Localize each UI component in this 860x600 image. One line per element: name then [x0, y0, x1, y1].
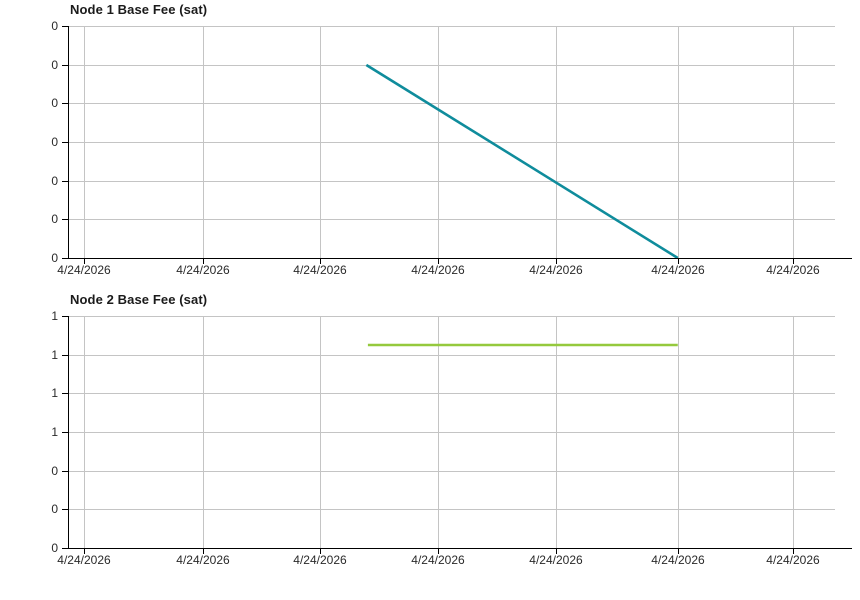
x-axis-tick	[678, 259, 679, 264]
x-axis-node-1	[68, 258, 852, 259]
y-axis-tick	[62, 142, 68, 143]
gridline-vertical	[438, 26, 439, 258]
plot-area-node-1	[68, 26, 835, 260]
y-axis-tick	[62, 258, 68, 259]
y-axis-tick	[62, 548, 68, 549]
x-axis-label: 4/24/2026	[176, 263, 230, 277]
gridline-vertical	[556, 26, 557, 258]
x-axis-label: 4/24/2026	[766, 553, 820, 567]
plot-area-node-2	[68, 316, 835, 548]
y-axis-label: 0	[51, 58, 58, 72]
y-axis-tick	[62, 471, 68, 472]
gridline-vertical	[793, 316, 794, 548]
gridline-vertical	[793, 26, 794, 258]
x-axis-label: 4/24/2026	[57, 553, 111, 567]
y-axis-tick	[62, 103, 68, 104]
x-axis-tick	[793, 259, 794, 264]
gridline-vertical	[556, 316, 557, 548]
gridline-horizontal	[68, 181, 835, 182]
gridline-horizontal	[68, 432, 835, 433]
gridline-horizontal	[68, 142, 835, 143]
y-axis-label: 0	[51, 541, 58, 555]
y-axis-label: 0	[51, 212, 58, 226]
x-axis-tick	[203, 259, 204, 264]
x-axis-tick	[556, 259, 557, 264]
gridline-horizontal	[68, 471, 835, 472]
y-axis-label: 1	[51, 425, 58, 439]
y-axis-label: 1	[51, 348, 58, 362]
page-title: Node 2 Base Fee (sat)	[70, 292, 208, 307]
y-axis-tick	[62, 393, 68, 394]
y-axis-label: 0	[51, 96, 58, 110]
y-axis-label: 1	[51, 386, 58, 400]
x-axis-label: 4/24/2026	[293, 553, 347, 567]
gridline-horizontal	[68, 26, 835, 27]
x-axis-tick	[84, 549, 85, 554]
x-axis-label: 4/24/2026	[57, 263, 111, 277]
gridline-horizontal	[68, 509, 835, 510]
y-axis-label: 0	[51, 135, 58, 149]
y-axis-tick	[62, 26, 68, 27]
y-axis-node-2	[68, 316, 69, 549]
y-axis-tick	[62, 65, 68, 66]
chart-panel-node-1: Node 1 Base Fee (sat) 0 0 0 0 0 0 0	[0, 0, 860, 290]
x-axis-label: 4/24/2026	[766, 263, 820, 277]
x-axis-node-2	[68, 548, 852, 549]
gridline-horizontal	[68, 65, 835, 66]
x-axis-label: 4/24/2026	[529, 263, 583, 277]
gridline-horizontal	[68, 393, 835, 394]
y-axis-tick	[62, 181, 68, 182]
x-axis-label: 4/24/2026	[411, 263, 465, 277]
gridline-horizontal	[68, 316, 835, 317]
y-axis-label: 1	[51, 309, 58, 323]
x-axis-label: 4/24/2026	[651, 553, 705, 567]
y-axis-label: 0	[51, 251, 58, 265]
x-axis-label: 4/24/2026	[411, 553, 465, 567]
x-axis-label: 4/24/2026	[293, 263, 347, 277]
y-axis-label: 0	[51, 464, 58, 478]
chart-panel-node-2: Node 2 Base Fee (sat) 1 1 1 1 0 0 0 4/24	[0, 290, 860, 580]
x-axis-tick	[320, 259, 321, 264]
gridline-vertical	[203, 26, 204, 258]
x-axis-tick	[320, 549, 321, 554]
y-axis-tick	[62, 509, 68, 510]
page-title: Node 1 Base Fee (sat)	[70, 2, 208, 17]
x-axis-label: 4/24/2026	[176, 553, 230, 567]
gridline-horizontal	[68, 103, 835, 104]
gridline-vertical	[678, 26, 679, 258]
gridline-horizontal	[68, 355, 835, 356]
x-axis-label: 4/24/2026	[529, 553, 583, 567]
gridline-vertical	[84, 316, 85, 548]
x-axis-label: 4/24/2026	[651, 263, 705, 277]
y-axis-node-1	[68, 26, 69, 259]
gridline-horizontal	[68, 219, 835, 220]
x-axis-tick	[438, 549, 439, 554]
gridline-vertical	[678, 316, 679, 548]
gridline-vertical	[84, 26, 85, 258]
y-axis-tick	[62, 316, 68, 317]
gridline-vertical	[320, 316, 321, 548]
x-axis-tick	[84, 259, 85, 264]
gridline-vertical	[320, 26, 321, 258]
y-axis-tick	[62, 219, 68, 220]
y-axis-label: 0	[51, 502, 58, 516]
gridline-vertical	[438, 316, 439, 548]
x-axis-tick	[678, 549, 679, 554]
x-axis-tick	[556, 549, 557, 554]
gridline-vertical	[203, 316, 204, 548]
y-axis-tick	[62, 432, 68, 433]
x-axis-tick	[438, 259, 439, 264]
y-axis-label: 0	[51, 174, 58, 188]
y-axis-label: 0	[51, 19, 58, 33]
x-axis-tick	[203, 549, 204, 554]
y-axis-tick	[62, 355, 68, 356]
x-axis-tick	[793, 549, 794, 554]
